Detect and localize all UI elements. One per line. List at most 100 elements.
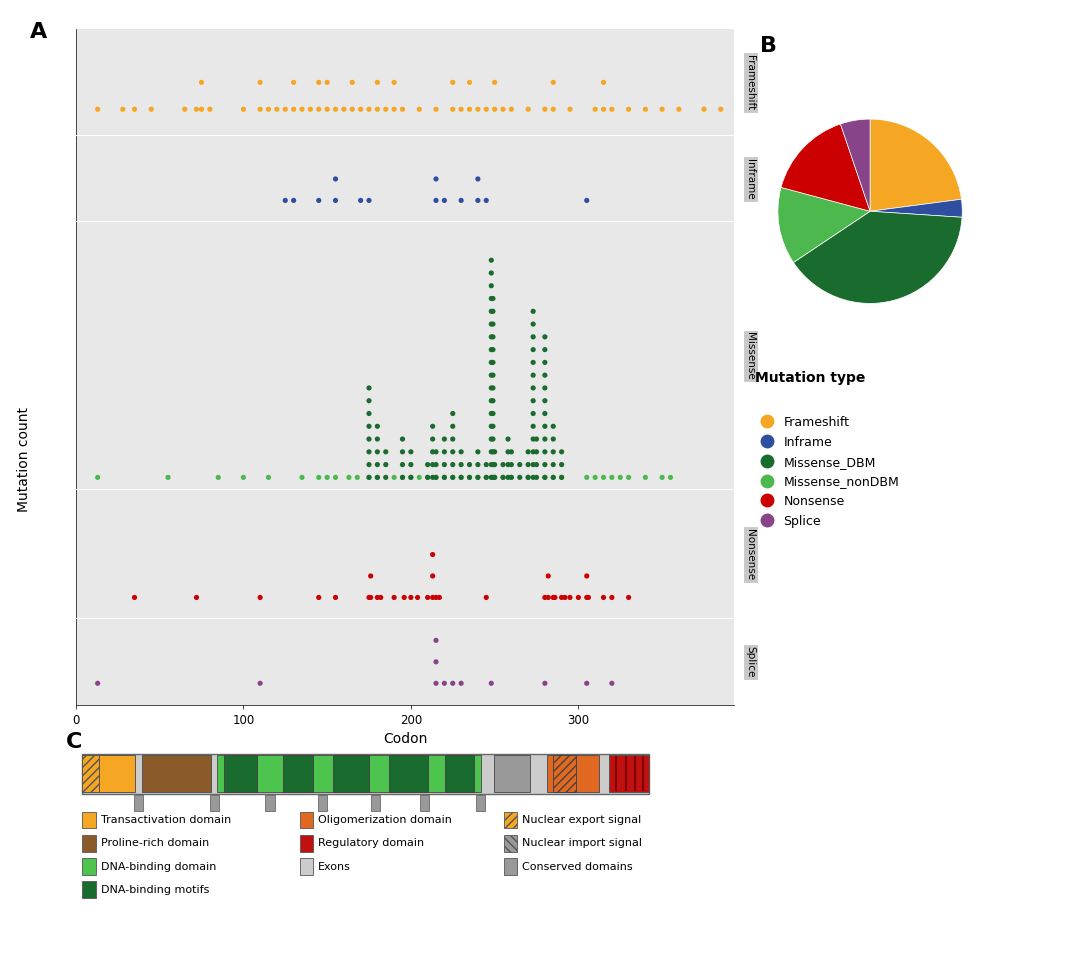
Point [595, 102, 612, 117]
Point [424, 457, 441, 472]
Point [424, 590, 441, 605]
Point [427, 469, 444, 485]
Point [562, 102, 579, 117]
Point [503, 469, 520, 485]
Point [176, 102, 193, 117]
Point [511, 469, 528, 485]
Point [444, 469, 462, 485]
Point [485, 316, 502, 331]
Point [485, 406, 502, 422]
Point [319, 469, 336, 485]
Point [369, 457, 386, 472]
Point [360, 445, 377, 460]
Point [537, 330, 554, 345]
Point [519, 102, 537, 117]
Point [578, 193, 595, 208]
FancyBboxPatch shape [224, 756, 257, 791]
Point [386, 590, 403, 605]
FancyBboxPatch shape [299, 858, 313, 875]
Point [402, 590, 420, 605]
Point [360, 590, 377, 605]
Point [482, 469, 500, 485]
Point [344, 75, 361, 90]
Point [556, 590, 573, 605]
Point [537, 431, 554, 446]
Point [595, 590, 612, 605]
Point [436, 193, 453, 208]
Point [393, 469, 411, 485]
Point [461, 469, 478, 485]
Point [393, 457, 411, 472]
Point [188, 102, 205, 117]
Point [427, 445, 444, 460]
Point [525, 330, 542, 345]
FancyBboxPatch shape [82, 858, 95, 875]
Text: Nonsense: Nonsense [746, 529, 756, 581]
Point [386, 75, 403, 90]
Point [525, 457, 542, 472]
Point [603, 102, 620, 117]
Text: Exons: Exons [318, 861, 351, 872]
Point [537, 368, 554, 383]
FancyBboxPatch shape [82, 811, 95, 829]
Point [544, 590, 562, 605]
Point [469, 102, 487, 117]
Wedge shape [840, 119, 870, 212]
Point [285, 75, 302, 90]
Point [436, 457, 453, 472]
Point [485, 393, 502, 408]
Point [494, 457, 512, 472]
Point [294, 102, 311, 117]
Point [482, 291, 500, 307]
Point [486, 457, 503, 472]
Point [528, 431, 545, 446]
FancyBboxPatch shape [546, 756, 599, 791]
Point [482, 368, 500, 383]
Point [500, 445, 517, 460]
Point [310, 102, 327, 117]
Point [294, 469, 311, 485]
Point [360, 419, 377, 434]
Point [482, 330, 500, 345]
Point [482, 265, 500, 281]
Point [436, 469, 453, 485]
Point [310, 590, 327, 605]
FancyBboxPatch shape [371, 794, 380, 811]
X-axis label: Codon: Codon [383, 732, 427, 746]
Point [452, 102, 469, 117]
Point [537, 393, 554, 408]
Point [482, 431, 500, 446]
Point [310, 75, 327, 90]
Wedge shape [782, 124, 870, 212]
Point [485, 354, 502, 370]
FancyBboxPatch shape [318, 794, 327, 811]
Point [485, 380, 502, 396]
FancyBboxPatch shape [209, 794, 219, 811]
Point [503, 457, 520, 472]
Text: DNA-binding domain: DNA-binding domain [101, 861, 217, 872]
Point [418, 590, 436, 605]
Point [251, 102, 269, 117]
Point [430, 590, 448, 605]
Point [519, 445, 537, 460]
Point [444, 419, 462, 434]
Point [310, 469, 327, 485]
Point [327, 171, 345, 187]
Point [578, 590, 595, 605]
Point [393, 102, 411, 117]
Point [654, 102, 671, 117]
Point [553, 469, 570, 485]
FancyBboxPatch shape [299, 835, 313, 852]
Point [537, 675, 554, 691]
Point [482, 419, 500, 434]
Point [544, 469, 562, 485]
Point [537, 469, 554, 485]
Point [712, 102, 730, 117]
Point [276, 193, 294, 208]
Point [444, 445, 462, 460]
Point [562, 590, 579, 605]
Point [544, 419, 562, 434]
Point [478, 457, 495, 472]
Wedge shape [778, 188, 870, 262]
Point [636, 102, 654, 117]
